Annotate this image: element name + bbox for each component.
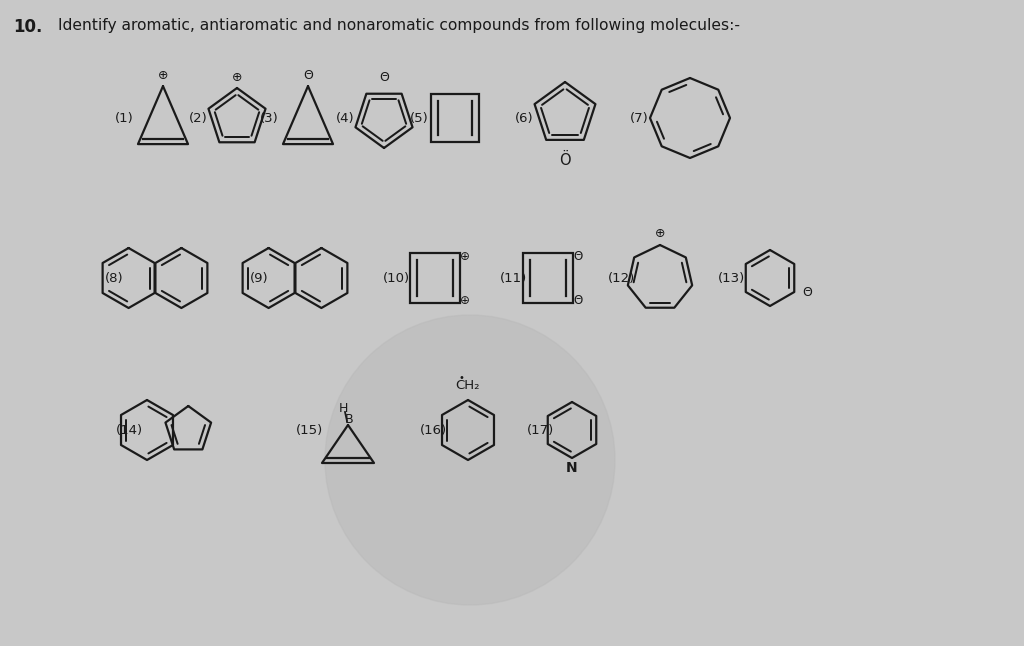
Text: Ö: Ö bbox=[559, 152, 570, 167]
Text: (16): (16) bbox=[420, 424, 447, 437]
Text: (3): (3) bbox=[260, 112, 279, 125]
Text: B: B bbox=[345, 413, 353, 426]
Text: 10.: 10. bbox=[13, 18, 42, 36]
Text: CH₂: CH₂ bbox=[456, 379, 480, 391]
Text: •: • bbox=[458, 373, 464, 383]
Text: ⊕: ⊕ bbox=[231, 70, 243, 83]
Text: (11): (11) bbox=[500, 271, 527, 284]
Text: (7): (7) bbox=[630, 112, 649, 125]
Text: ⊕: ⊕ bbox=[460, 249, 470, 262]
Bar bbox=[523, 253, 573, 303]
Text: (1): (1) bbox=[115, 112, 134, 125]
Text: Θ: Θ bbox=[573, 293, 583, 306]
Text: Θ: Θ bbox=[379, 70, 389, 83]
Bar bbox=[410, 253, 460, 303]
Text: H: H bbox=[338, 402, 348, 415]
Bar bbox=[431, 94, 479, 142]
Text: Identify aromatic, antiaromatic and nonaromatic compounds from following molecul: Identify aromatic, antiaromatic and nona… bbox=[58, 18, 740, 33]
Text: (9): (9) bbox=[250, 271, 268, 284]
Text: (6): (6) bbox=[515, 112, 534, 125]
Text: (5): (5) bbox=[410, 112, 429, 125]
Text: N: N bbox=[566, 461, 578, 475]
Circle shape bbox=[325, 315, 615, 605]
Text: (15): (15) bbox=[296, 424, 324, 437]
Text: (2): (2) bbox=[189, 112, 208, 125]
Text: (8): (8) bbox=[105, 271, 124, 284]
Text: Θ: Θ bbox=[303, 68, 313, 81]
Text: (12): (12) bbox=[608, 271, 635, 284]
Text: Θ: Θ bbox=[573, 249, 583, 262]
Text: ⊕: ⊕ bbox=[654, 227, 666, 240]
Text: (4): (4) bbox=[336, 112, 354, 125]
Text: (17): (17) bbox=[527, 424, 554, 437]
Text: (10): (10) bbox=[383, 271, 411, 284]
Text: Θ: Θ bbox=[802, 286, 812, 298]
Text: ⊕: ⊕ bbox=[460, 293, 470, 306]
Text: (13): (13) bbox=[718, 271, 745, 284]
Text: ⊕: ⊕ bbox=[158, 68, 168, 81]
Text: (14): (14) bbox=[116, 424, 143, 437]
